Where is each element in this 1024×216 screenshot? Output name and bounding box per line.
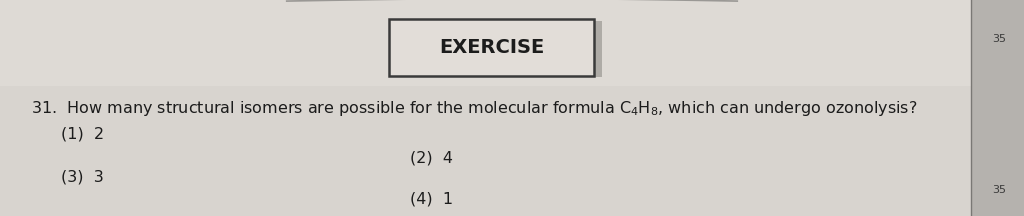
Text: (4)  1: (4) 1 bbox=[410, 191, 453, 206]
Bar bbox=[971, 0, 1024, 216]
Text: 35: 35 bbox=[992, 34, 1007, 44]
Bar bbox=[397, 21, 602, 77]
Text: EXERCISE: EXERCISE bbox=[439, 38, 544, 57]
Text: 31.  How many structural isomers are possible for the molecular formula $\mathre: 31. How many structural isomers are poss… bbox=[31, 98, 918, 118]
Text: 35: 35 bbox=[992, 185, 1007, 195]
Text: (3)  3: (3) 3 bbox=[61, 170, 104, 185]
Bar bbox=[389, 19, 594, 76]
Text: (2)  4: (2) 4 bbox=[410, 150, 453, 165]
Text: (1)  2: (1) 2 bbox=[61, 126, 104, 141]
Bar bbox=[0, 0, 1024, 86]
